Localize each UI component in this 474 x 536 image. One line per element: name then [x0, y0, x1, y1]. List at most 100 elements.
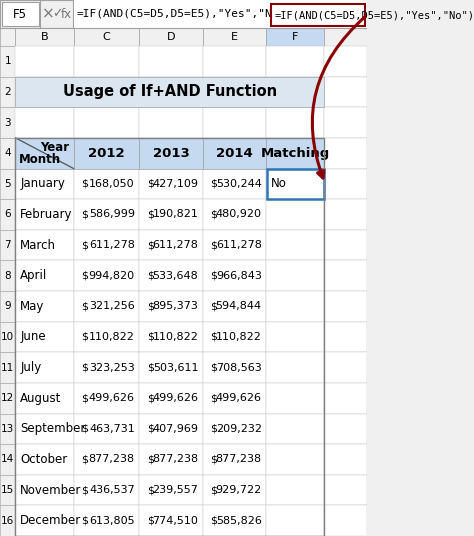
- Bar: [324, 46, 367, 77]
- Text: 13: 13: [1, 424, 14, 434]
- Bar: [73, 138, 139, 168]
- Text: $: $: [210, 332, 218, 342]
- Text: $: $: [82, 516, 88, 526]
- Bar: [0, 77, 16, 107]
- Bar: [0, 475, 16, 505]
- Text: 4: 4: [4, 148, 11, 158]
- Bar: [324, 199, 367, 230]
- Text: 209,232: 209,232: [216, 424, 262, 434]
- Bar: [0, 199, 16, 230]
- Text: 1: 1: [4, 56, 11, 66]
- Bar: [16, 260, 73, 291]
- Text: 503,611: 503,611: [153, 362, 198, 373]
- Bar: [324, 28, 367, 46]
- Bar: [266, 138, 324, 168]
- Text: E: E: [231, 32, 238, 42]
- Bar: [16, 77, 324, 107]
- Text: $: $: [147, 332, 154, 342]
- Text: 480,920: 480,920: [216, 210, 262, 219]
- Bar: [267, 169, 324, 199]
- Text: 9: 9: [4, 301, 11, 311]
- Bar: [324, 322, 367, 352]
- Bar: [139, 77, 203, 107]
- Bar: [203, 444, 266, 475]
- Text: $: $: [210, 179, 218, 189]
- Text: Year: Year: [41, 141, 70, 154]
- Bar: [266, 322, 324, 352]
- Text: 110,822: 110,822: [89, 332, 135, 342]
- Bar: [16, 28, 73, 46]
- Bar: [139, 199, 203, 230]
- Bar: [16, 475, 73, 505]
- Text: 966,843: 966,843: [216, 271, 262, 281]
- Text: 2: 2: [4, 87, 11, 97]
- Bar: [266, 505, 324, 536]
- Bar: [139, 352, 203, 383]
- Text: $: $: [210, 271, 218, 281]
- Bar: [73, 322, 139, 352]
- Text: Usage of If+AND Function: Usage of If+AND Function: [63, 85, 277, 100]
- Bar: [73, 28, 139, 46]
- Bar: [0, 505, 16, 536]
- Text: ×: ×: [42, 6, 55, 21]
- Bar: [0, 383, 16, 413]
- Text: September: September: [20, 422, 85, 435]
- Bar: [324, 383, 367, 413]
- Bar: [73, 107, 139, 138]
- Text: 3: 3: [4, 117, 11, 128]
- Bar: [324, 475, 367, 505]
- Text: 611,278: 611,278: [89, 240, 135, 250]
- Text: $: $: [82, 455, 88, 464]
- Text: 14: 14: [1, 455, 14, 464]
- Text: 611,278: 611,278: [216, 240, 262, 250]
- Text: $: $: [82, 485, 88, 495]
- Text: $: $: [82, 301, 88, 311]
- Bar: [16, 291, 73, 322]
- Text: 190,821: 190,821: [152, 210, 198, 219]
- Bar: [324, 505, 367, 536]
- Bar: [266, 444, 324, 475]
- Bar: [203, 260, 266, 291]
- Text: $: $: [82, 362, 88, 373]
- Text: 10: 10: [1, 332, 14, 342]
- Text: 6: 6: [4, 210, 11, 219]
- Bar: [203, 475, 266, 505]
- Text: F: F: [292, 32, 299, 42]
- Text: C: C: [102, 32, 110, 42]
- Text: May: May: [20, 300, 45, 313]
- Text: 585,826: 585,826: [216, 516, 262, 526]
- Text: $: $: [82, 210, 88, 219]
- Bar: [266, 28, 324, 46]
- Text: 774,510: 774,510: [152, 516, 198, 526]
- Bar: [266, 138, 324, 168]
- Bar: [324, 260, 367, 291]
- Bar: [0, 260, 16, 291]
- Bar: [203, 230, 266, 260]
- Bar: [266, 199, 324, 230]
- Bar: [73, 46, 139, 77]
- Text: Matching: Matching: [261, 147, 330, 160]
- Bar: [16, 505, 73, 536]
- Bar: [73, 168, 139, 199]
- Bar: [73, 199, 139, 230]
- Text: $: $: [82, 393, 88, 403]
- Text: $: $: [210, 485, 218, 495]
- Bar: [139, 28, 203, 46]
- Text: =IF(AND(C5=D5,D5=E5),"Yes","No"): =IF(AND(C5=D5,D5=E5),"Yes","No"): [274, 10, 474, 20]
- Bar: [16, 138, 73, 168]
- Text: 877,238: 877,238: [89, 455, 135, 464]
- Text: 2012: 2012: [88, 147, 125, 160]
- Bar: [0, 352, 16, 383]
- Bar: [0, 46, 16, 77]
- Bar: [1, 2, 39, 26]
- Bar: [0, 322, 16, 352]
- Bar: [16, 138, 73, 168]
- Text: 594,844: 594,844: [216, 301, 262, 311]
- Text: 877,238: 877,238: [152, 455, 198, 464]
- Text: 407,969: 407,969: [152, 424, 198, 434]
- Bar: [203, 505, 266, 536]
- Bar: [0, 230, 16, 260]
- Bar: [139, 230, 203, 260]
- Text: B: B: [41, 32, 48, 42]
- Text: 463,731: 463,731: [89, 424, 135, 434]
